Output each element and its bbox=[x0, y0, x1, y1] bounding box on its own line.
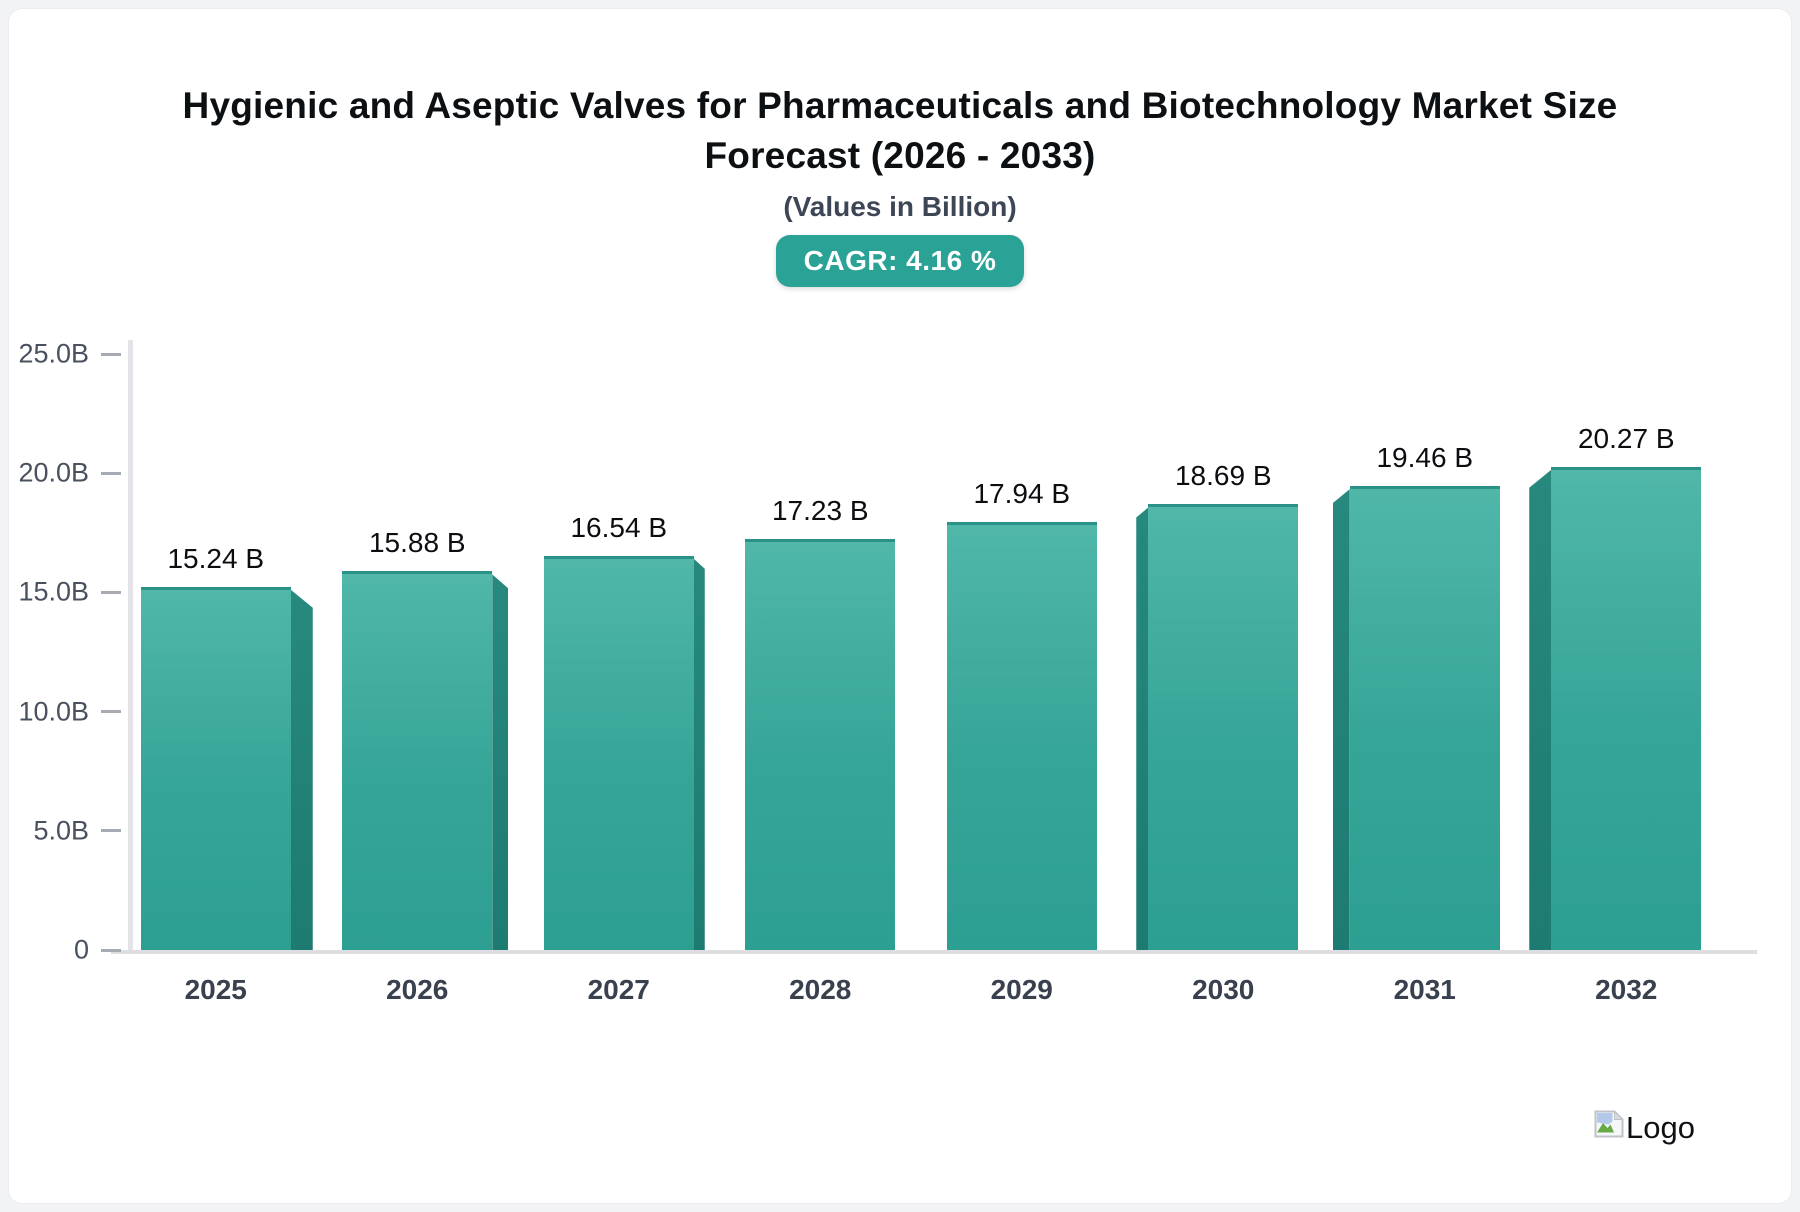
x-axis-label: 2031 bbox=[1393, 974, 1456, 1005]
bar-value-label: 17.94 B bbox=[973, 478, 1071, 510]
bar-value-label: 15.88 B bbox=[368, 527, 466, 559]
x-axis-label: 2025 bbox=[184, 974, 247, 1005]
bar-column: 15.24 B 2025 bbox=[115, 304, 317, 1005]
bar-column: 17.94 B 2029 bbox=[921, 304, 1123, 1005]
bar-side-face bbox=[492, 574, 509, 950]
x-axis-label: 2029 bbox=[990, 974, 1053, 1005]
bar-2027[interactable] bbox=[543, 555, 705, 950]
bar-side-face bbox=[693, 558, 705, 950]
bar-value-label: 19.46 B bbox=[1376, 442, 1474, 474]
y-tick-mark bbox=[101, 352, 121, 356]
bar-column: 15.88 B 2026 bbox=[317, 304, 519, 1005]
bar-side-face bbox=[1529, 469, 1552, 950]
broken-image-icon bbox=[1594, 1110, 1624, 1143]
y-tick-mark bbox=[101, 590, 121, 594]
bar-column: 19.46 B 2031 bbox=[1324, 304, 1526, 1005]
bar-value-label: 17.23 B bbox=[771, 495, 869, 527]
bar-side-face bbox=[290, 589, 313, 950]
bar-chart: 0 5.0B 10.0B 15.0B 20.0B 25.0B 15.24 B 2025 15.… bbox=[9, 304, 1791, 1016]
x-axis-line bbox=[111, 950, 1757, 954]
cagr-badge: CAGR: 4.16 % bbox=[775, 234, 1025, 287]
bar-2025[interactable] bbox=[140, 586, 313, 950]
bar-column: 17.23 B 2028 bbox=[720, 304, 922, 1005]
y-tick-label: 10.0B bbox=[18, 696, 89, 727]
x-axis-label: 2026 bbox=[386, 974, 449, 1005]
logo-alt-text: Logo bbox=[1626, 1110, 1695, 1145]
y-tick-label: 5.0B bbox=[33, 815, 89, 846]
chart-subtitle: (Values in Billion) bbox=[783, 190, 1017, 222]
x-axis-label: 2027 bbox=[587, 974, 650, 1005]
y-tick-label: 25.0B bbox=[18, 338, 89, 369]
bar-2031[interactable] bbox=[1332, 486, 1500, 950]
y-tick-label: 20.0B bbox=[18, 457, 89, 488]
bar-column: 16.54 B 2027 bbox=[518, 304, 720, 1005]
bar-value-label: 18.69 B bbox=[1174, 460, 1272, 492]
y-tick-label: 0 bbox=[73, 934, 89, 965]
bar-side-face bbox=[1136, 507, 1149, 950]
bar-value-label: 20.27 B bbox=[1577, 422, 1675, 454]
footer-logo: Logo bbox=[1594, 1110, 1695, 1143]
x-axis-label: 2028 bbox=[789, 974, 852, 1005]
bar-column: 20.27 B 2032 bbox=[1526, 304, 1728, 1005]
y-tick-mark bbox=[101, 710, 121, 714]
bar-column: 18.69 B 2030 bbox=[1123, 304, 1325, 1005]
bar-value-label: 16.54 B bbox=[570, 511, 668, 543]
x-axis-label: 2030 bbox=[1192, 974, 1255, 1005]
y-tick-mark bbox=[101, 948, 121, 952]
bar-value-label: 15.24 B bbox=[167, 542, 265, 574]
chart-header: Hygienic and Aseptic Valves for Pharmace… bbox=[9, 9, 1791, 287]
bar-2029[interactable] bbox=[946, 522, 1097, 950]
bar-side-face bbox=[1332, 489, 1350, 950]
chart-title: Hygienic and Aseptic Valves for Pharmace… bbox=[182, 85, 1618, 176]
plot-area: 0 5.0B 10.0B 15.0B 20.0B 25.0B 15.24 B 2025 15.… bbox=[18, 304, 1757, 1005]
y-tick-mark bbox=[101, 471, 121, 475]
bar-2028[interactable] bbox=[745, 539, 896, 950]
y-tick-label: 15.0B bbox=[18, 576, 89, 607]
chart-card: Hygienic and Aseptic Valves for Pharmace… bbox=[8, 8, 1792, 1204]
bar-2030[interactable] bbox=[1136, 504, 1299, 950]
bar-2032[interactable] bbox=[1529, 466, 1702, 950]
y-tick-mark bbox=[101, 829, 121, 833]
bar-2026[interactable] bbox=[342, 571, 509, 950]
x-axis-label: 2032 bbox=[1595, 974, 1658, 1005]
bars-row: 15.24 B 2025 15.88 B 2026 16.54 B 2027 17.23 B… bbox=[115, 304, 1728, 1005]
y-axis-line bbox=[128, 340, 133, 952]
